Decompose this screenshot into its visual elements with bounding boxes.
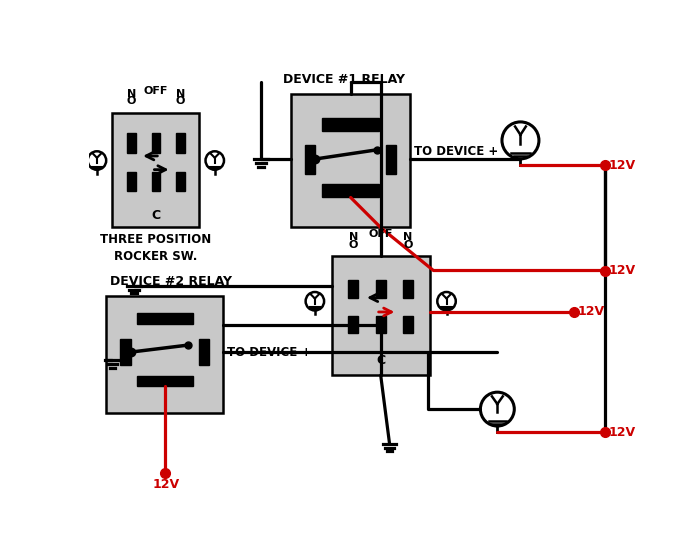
Bar xyxy=(176,133,185,153)
Text: O: O xyxy=(349,240,358,250)
Text: N: N xyxy=(127,89,136,99)
Bar xyxy=(127,172,136,192)
Bar xyxy=(332,256,430,375)
Bar xyxy=(112,113,200,227)
Text: OFF: OFF xyxy=(144,85,168,96)
Text: DEVICE #2 RELAY: DEVICE #2 RELAY xyxy=(110,275,232,288)
Text: 12V: 12V xyxy=(578,306,605,319)
Bar xyxy=(136,313,192,324)
Bar xyxy=(151,172,160,192)
Bar xyxy=(322,118,379,131)
Bar xyxy=(349,280,358,298)
Text: OFF: OFF xyxy=(368,229,393,239)
Bar xyxy=(403,280,413,298)
Text: 12V: 12V xyxy=(608,159,636,171)
Bar xyxy=(386,144,396,174)
Text: O: O xyxy=(127,96,136,107)
Text: O: O xyxy=(403,240,413,250)
Text: N: N xyxy=(349,232,358,242)
Bar xyxy=(151,133,160,153)
Bar xyxy=(136,375,192,386)
Bar xyxy=(376,280,386,298)
Bar xyxy=(106,296,223,413)
Text: 12V: 12V xyxy=(608,426,636,439)
Text: N: N xyxy=(403,232,413,242)
Bar xyxy=(176,172,185,192)
Text: TO DEVICE +: TO DEVICE + xyxy=(414,144,498,157)
Text: THREE POSITION
ROCKER SW.: THREE POSITION ROCKER SW. xyxy=(100,233,211,263)
Bar xyxy=(120,339,131,365)
Bar xyxy=(305,144,315,174)
Text: TO DEVICE +: TO DEVICE + xyxy=(227,346,312,359)
Bar xyxy=(403,315,413,333)
Bar xyxy=(291,94,410,227)
Bar xyxy=(127,133,136,153)
Bar xyxy=(322,184,379,197)
Text: N: N xyxy=(176,89,185,99)
Bar xyxy=(199,339,209,365)
Text: O: O xyxy=(176,96,185,107)
Bar xyxy=(376,315,386,333)
Bar xyxy=(349,315,358,333)
Text: DEVICE #1 RELAY: DEVICE #1 RELAY xyxy=(284,74,405,87)
Text: 12V: 12V xyxy=(153,478,180,491)
Text: C: C xyxy=(376,354,385,367)
Text: 12V: 12V xyxy=(608,264,636,277)
Text: C: C xyxy=(151,209,160,222)
